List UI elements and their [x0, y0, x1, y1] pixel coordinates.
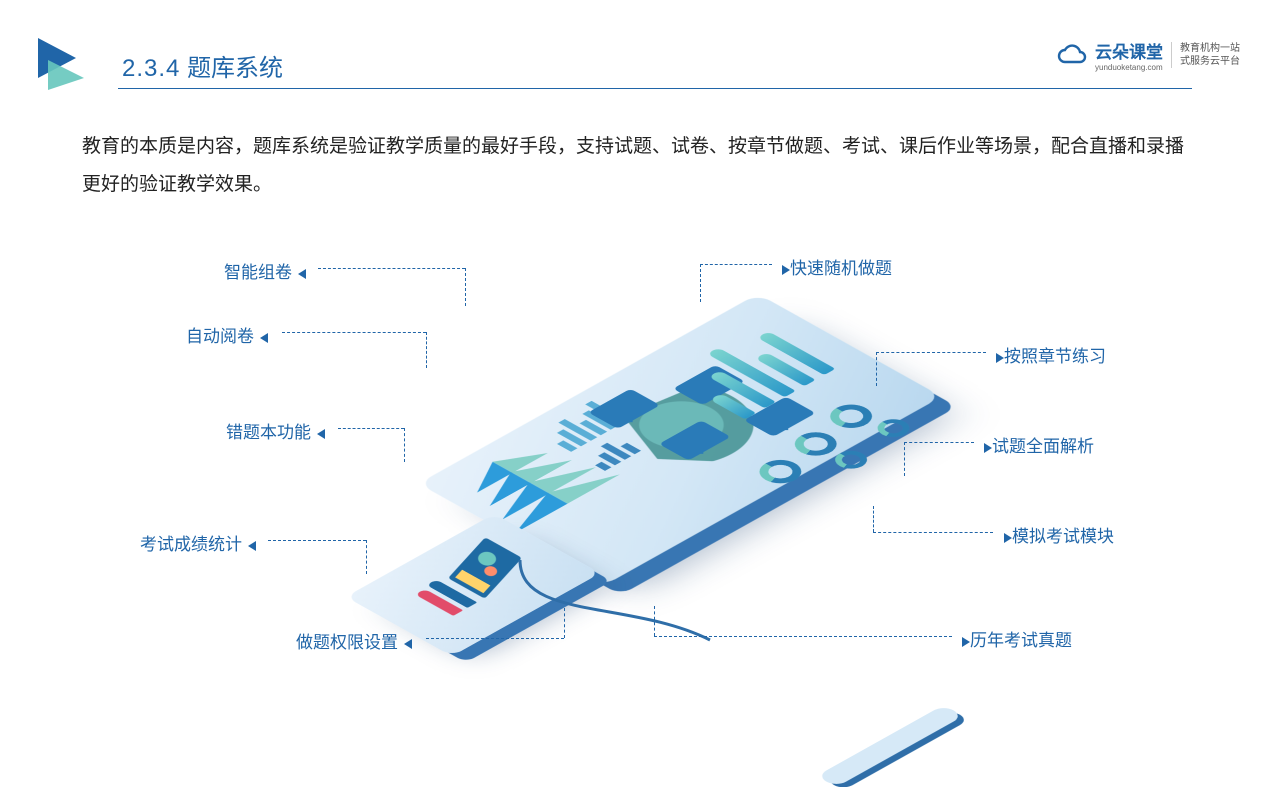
pill-button-icon — [816, 705, 963, 787]
feature-label: 智能组卷 — [224, 258, 312, 283]
feature-text: 自动阅卷 — [186, 327, 254, 346]
logo-tagline-2: 式服务云平台 — [1180, 55, 1240, 68]
feature-diagram: 智能组卷 自动阅卷 错题本功能 考试成绩统计 做题权限设置 快速随机做题 按照章… — [0, 210, 1280, 720]
section-arrow-icon — [38, 38, 98, 90]
logo-tagline-1: 教育机构一站 — [1180, 42, 1240, 55]
arrow-left-icon — [260, 333, 268, 343]
feature-label: 考试成绩统计 — [140, 530, 262, 555]
arrow-left-icon — [317, 429, 325, 439]
feature-label: 错题本功能 — [226, 418, 331, 443]
arrow-right-icon — [962, 637, 970, 647]
arrow-right-icon — [1004, 533, 1012, 543]
feature-text: 智能组卷 — [224, 263, 292, 282]
logo-url: yunduoketang.com — [1095, 63, 1163, 72]
logo-text-wrap: 云朵课堂 yunduoketang.com — [1095, 38, 1163, 72]
feature-label: 做题权限设置 — [296, 628, 418, 653]
feature-label: 模拟考试模块 — [998, 522, 1114, 547]
logo-tagline: 教育机构一站 式服务云平台 — [1171, 42, 1240, 68]
title-underline — [118, 88, 1192, 89]
arrow-right-icon — [996, 353, 1004, 363]
feature-text: 考试成绩统计 — [140, 535, 242, 554]
feature-label: 自动阅卷 — [186, 322, 274, 347]
feature-text: 试题全面解析 — [992, 437, 1094, 456]
brand-logo: 云朵课堂 yunduoketang.com 教育机构一站 式服务云平台 — [1057, 38, 1240, 72]
arrow-left-icon — [248, 541, 256, 551]
feature-label: 快速随机做题 — [776, 254, 892, 279]
feature-text: 模拟考试模块 — [1012, 527, 1114, 546]
slide-title: 2.3.4 题库系统 — [122, 48, 283, 83]
feature-text: 历年考试真题 — [970, 631, 1072, 650]
feature-label: 按照章节练习 — [990, 342, 1106, 367]
arrow-left-icon — [404, 639, 412, 649]
arrow-left-icon — [298, 269, 306, 279]
isometric-illustration — [360, 250, 940, 690]
cloud-icon — [1057, 44, 1087, 66]
slide-description: 教育的本质是内容，题库系统是验证教学质量的最好手段，支持试题、试卷、按章节做题、… — [82, 128, 1198, 204]
section-number: 2.3.4 — [122, 55, 180, 82]
arrow-right-icon — [782, 265, 790, 275]
logo-name: 云朵课堂 — [1095, 38, 1163, 63]
feature-text: 做题权限设置 — [296, 633, 398, 652]
slide-header: 2.3.4 题库系统 云朵课堂 yunduoketang.com 教育机构一站 … — [0, 30, 1280, 100]
feature-label: 试题全面解析 — [978, 432, 1094, 457]
feature-text: 错题本功能 — [226, 423, 311, 442]
feature-text: 按照章节练习 — [1004, 347, 1106, 366]
section-title: 题库系统 — [187, 55, 283, 82]
feature-text: 快速随机做题 — [790, 259, 892, 278]
feature-label: 历年考试真题 — [956, 626, 1072, 651]
connector-cable-icon — [510, 550, 730, 670]
arrow-right-icon — [984, 443, 992, 453]
